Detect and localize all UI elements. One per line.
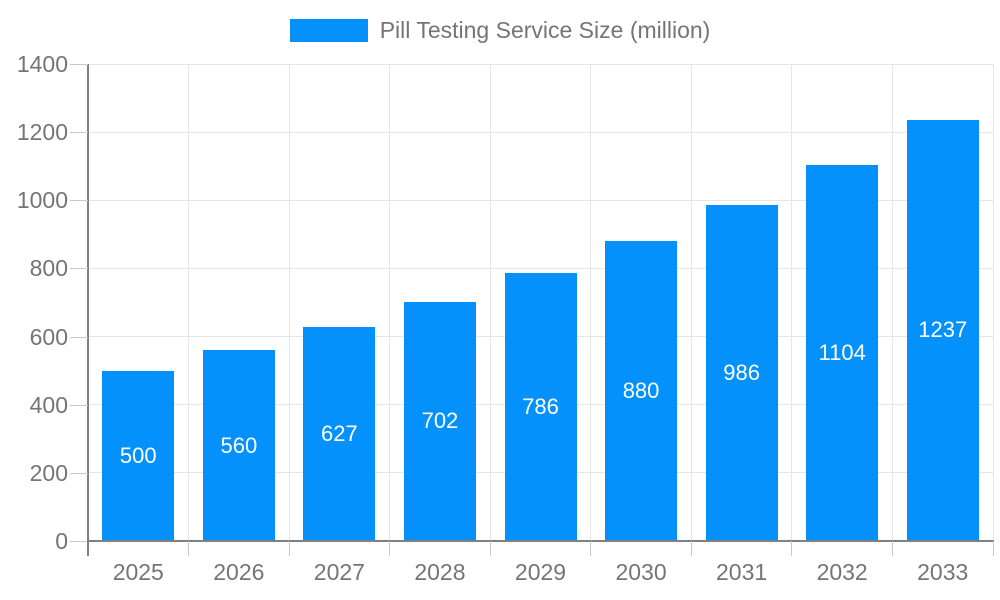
bar-2026[interactable] xyxy=(202,350,275,541)
bar-2031[interactable] xyxy=(705,205,778,541)
y-axis-tick xyxy=(70,132,88,134)
y-axis-line xyxy=(87,64,89,541)
x-axis-tick xyxy=(389,541,391,556)
gridline-vertical xyxy=(690,64,692,541)
y-axis-tick-label: 200 xyxy=(29,459,68,486)
y-axis-tick-label: 600 xyxy=(29,323,68,350)
bar-2027[interactable] xyxy=(303,327,376,541)
y-axis-tick-label: 800 xyxy=(29,255,68,282)
gridline-horizontal xyxy=(88,267,993,269)
y-axis-tick xyxy=(70,404,88,406)
y-axis-tick-label: 1400 xyxy=(16,51,68,77)
y-axis-tick-label: 0 xyxy=(55,528,68,554)
x-axis-tick-label: 2029 xyxy=(514,559,567,585)
gridline-vertical xyxy=(992,64,994,541)
y-axis-tick xyxy=(70,268,88,270)
x-axis-tick-label: 2031 xyxy=(716,559,768,585)
gridline-vertical xyxy=(489,64,491,541)
y-axis-tick xyxy=(70,541,88,542)
x-axis-tick xyxy=(188,541,190,556)
gridline-vertical xyxy=(590,64,592,541)
bar-2028[interactable] xyxy=(403,301,476,541)
legend-label: Pill Testing Service Size (million) xyxy=(379,17,711,43)
gridline-vertical xyxy=(288,64,290,541)
y-axis-tick xyxy=(70,472,88,474)
x-axis-tick xyxy=(690,541,692,556)
x-axis-tick xyxy=(87,541,89,556)
gridline-vertical xyxy=(188,64,190,541)
x-axis-tick-label: 2032 xyxy=(816,559,868,585)
bar-2033[interactable] xyxy=(906,119,979,541)
gridline-horizontal xyxy=(88,131,993,133)
x-axis-tick-label: 2027 xyxy=(313,559,365,585)
bar-2032[interactable] xyxy=(806,164,879,541)
legend-item[interactable]: Pill Testing Service Size (million) xyxy=(0,19,1000,42)
x-axis-tick-label: 2030 xyxy=(615,559,667,585)
x-axis-tick xyxy=(288,541,290,556)
y-axis-tick-label: 1000 xyxy=(16,187,68,214)
gridline-vertical xyxy=(389,64,391,541)
gridline-vertical xyxy=(891,64,893,541)
bar-2030[interactable] xyxy=(605,241,678,541)
bar-2029[interactable] xyxy=(504,273,577,541)
x-axis-tick-label: 2025 xyxy=(112,559,164,585)
y-axis-tick xyxy=(70,64,88,65)
y-axis-tick-label: 1200 xyxy=(16,119,68,146)
x-axis-tick-label: 2028 xyxy=(414,559,466,585)
gridline-horizontal xyxy=(88,63,993,65)
x-axis-tick xyxy=(489,541,491,556)
y-axis-tick xyxy=(70,200,88,202)
x-axis-tick-label: 2033 xyxy=(917,559,969,585)
x-axis-tick xyxy=(590,541,592,556)
x-axis-line xyxy=(87,540,994,542)
x-axis-tick xyxy=(992,541,994,556)
gridline-vertical xyxy=(791,64,793,541)
gridline-horizontal xyxy=(88,199,993,201)
y-axis-tick xyxy=(70,336,88,338)
bar-2025[interactable] xyxy=(102,370,175,541)
x-axis-tick-label: 2026 xyxy=(213,559,265,585)
x-axis-tick xyxy=(891,541,893,556)
legend-swatch xyxy=(289,19,368,42)
plot-area: 500 560 627 702 786 880 986 1104 1237 xyxy=(87,63,994,542)
y-axis-tick-label: 400 xyxy=(29,391,68,418)
x-axis-tick xyxy=(791,541,793,556)
